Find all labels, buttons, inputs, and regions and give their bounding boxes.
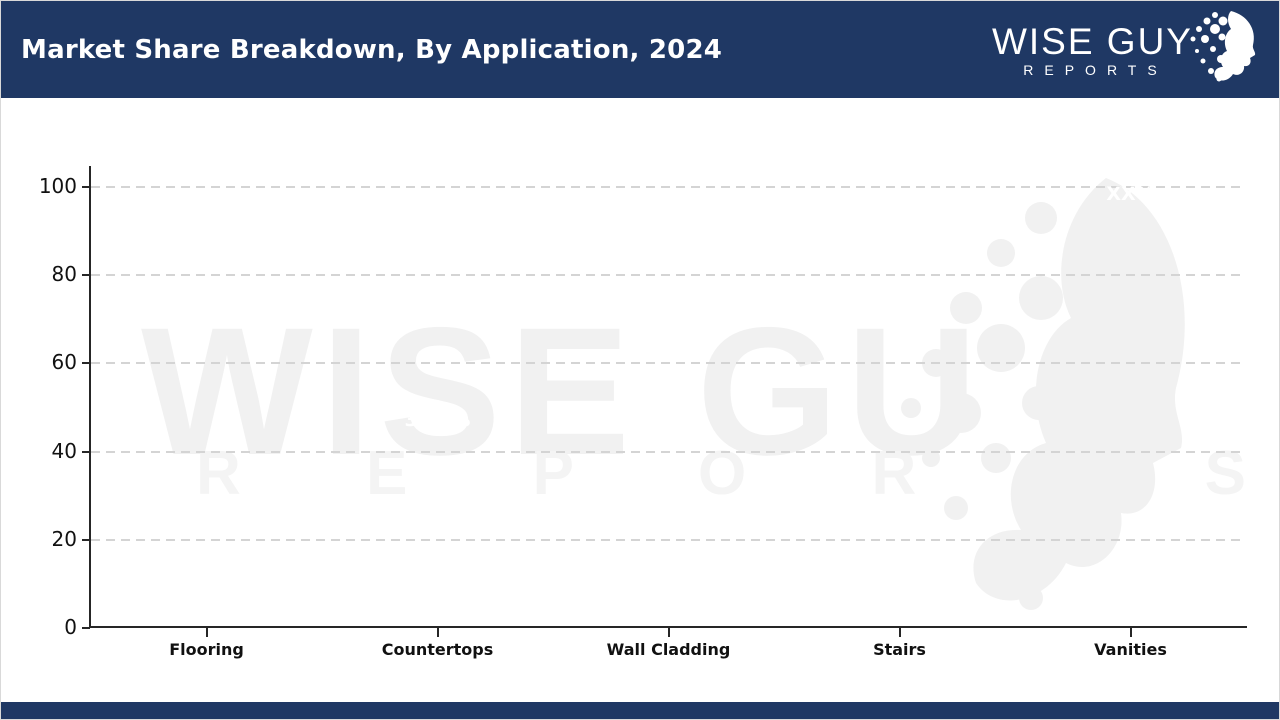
category-label-countertops: Countertops (381, 640, 494, 659)
gridline-80 (91, 274, 1246, 277)
ytick-mark-20 (82, 538, 90, 541)
gridline-60 (91, 362, 1246, 365)
x-axis-line (89, 626, 1247, 628)
category-label-vanities: Vanities (1094, 640, 1167, 659)
logo-text: WISE GUY REPORTS (992, 23, 1193, 77)
ytick-label-80: 80 (51, 262, 77, 287)
ytick-mark-40 (82, 450, 90, 453)
bar-label-stairs: XX% (875, 214, 924, 237)
bar-label-flooring: XX% (182, 552, 231, 575)
xtick-mark-stairs (898, 628, 901, 637)
ytick-mark-0 (82, 627, 90, 629)
page-title: Market Share Breakdown, By Application, … (21, 34, 723, 65)
ytick-label-100: 100 (38, 174, 77, 198)
xtick-mark-flooring (205, 628, 208, 637)
ytick-mark-80 (82, 274, 90, 277)
logo-wordmark: WISE GUY (991, 20, 1193, 62)
category-label-wall-cladding: Wall Cladding (606, 640, 731, 659)
ytick-label-20: 20 (51, 526, 77, 551)
ytick-mark-100 (82, 186, 90, 188)
plot-area: XX% 36.0% XX% XX% XX% (91, 169, 1246, 628)
bar-label-wall-cladding: XX% (644, 285, 693, 308)
header-bar: Market Share Breakdown, By Application, … (1, 1, 1279, 98)
watermark-wordmark: WISE GU (141, 289, 986, 493)
logo-subtext: REPORTS (1023, 61, 1168, 78)
gridline-100 (91, 186, 1246, 188)
xtick-mark-wall-cladding (667, 628, 670, 637)
category-label-stairs: Stairs (873, 640, 926, 659)
xtick-mark-vanities (1129, 628, 1132, 637)
bar-label-vanities: XX% (1106, 182, 1155, 205)
category-label-flooring: Flooring (169, 640, 244, 659)
chart-area: WISE GU R E P O R T S XX% 36.0% XX% XX% XX% … (1, 98, 1279, 704)
bar-label-countertops: 36.0% (404, 408, 471, 431)
gridline-40 (91, 450, 1246, 453)
xtick-mark-countertops (436, 628, 439, 637)
head-silhouette-icon (1185, 9, 1259, 91)
y-axis-line (89, 166, 91, 628)
ytick-label-0: 0 (64, 615, 77, 639)
footer-bar (1, 702, 1279, 719)
ytick-label-60: 60 (51, 350, 77, 375)
ytick-label-40: 40 (51, 438, 77, 463)
gridline-20 (91, 538, 1246, 541)
ytick-mark-60 (82, 362, 90, 365)
wiseguy-logo: WISE GUY REPORTS (992, 9, 1259, 91)
